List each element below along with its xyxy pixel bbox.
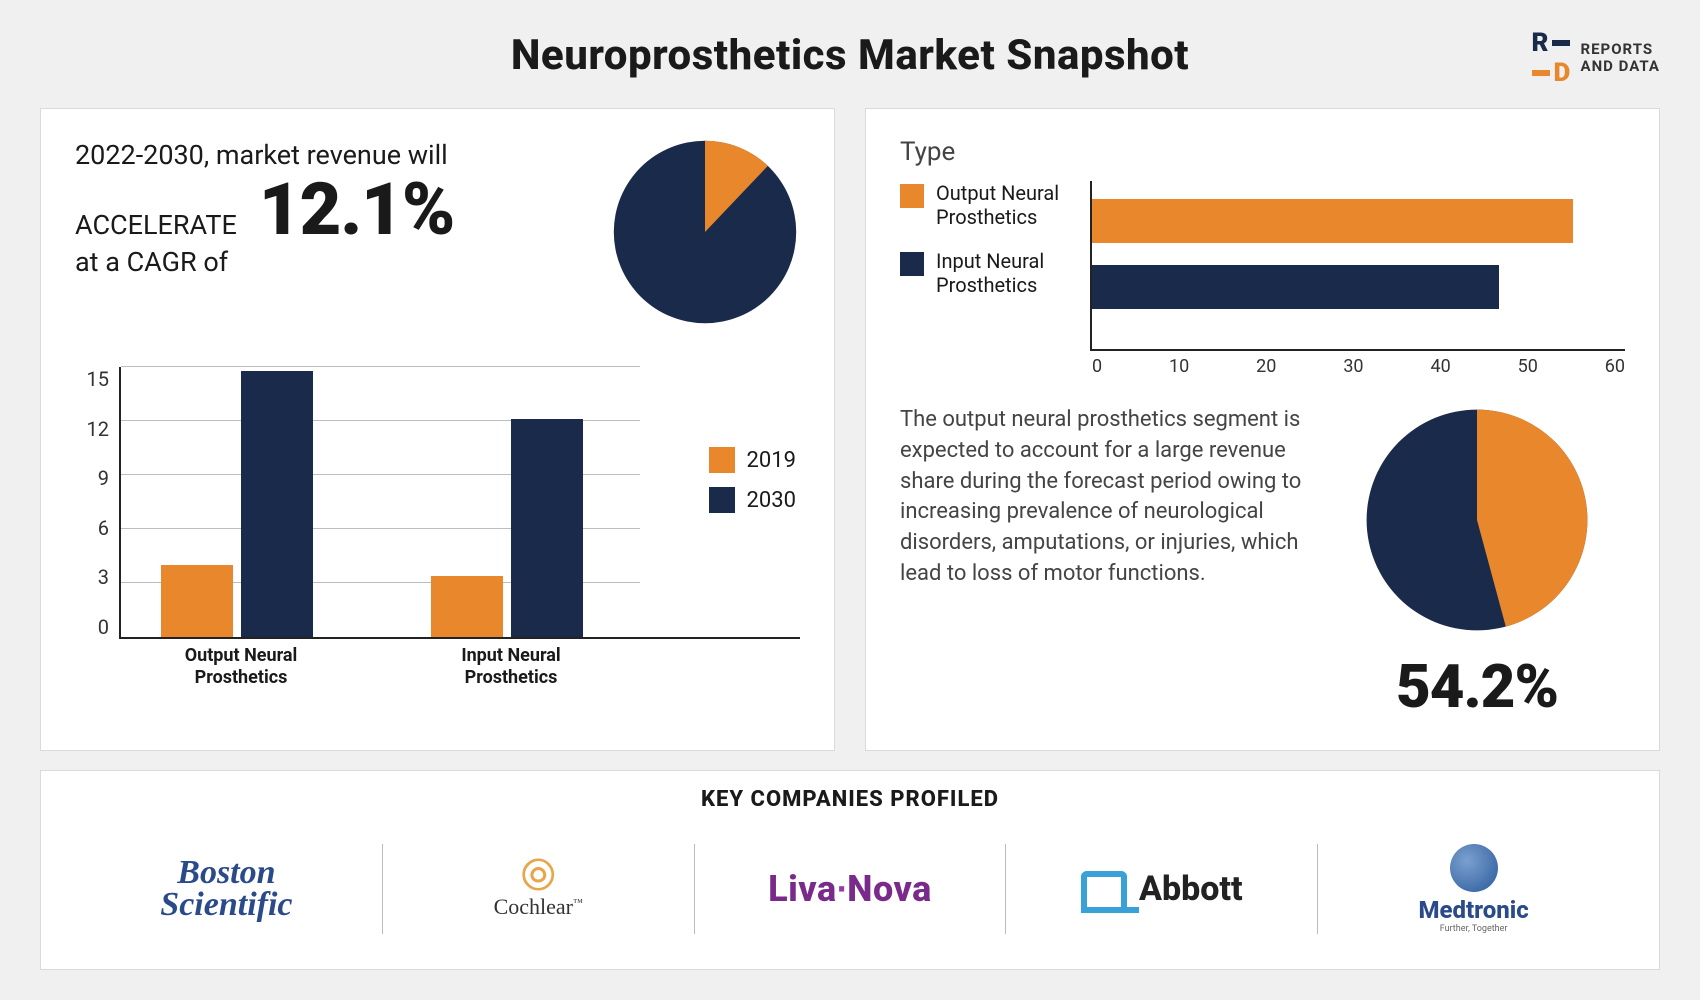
company-logos: BostonScientific ⦾Cochlear™ Liva∙Nova Ab… xyxy=(71,834,1629,944)
logo-livanova: Liva∙Nova xyxy=(695,834,1006,944)
horizontal-bar-chart: 0102030405060 xyxy=(1090,181,1625,351)
footer-panel: KEY COMPANIES PROFILED BostonScientific … xyxy=(40,770,1660,970)
type-legend-0: Output Neural Prosthetics xyxy=(936,181,1060,229)
cagr-pie-chart xyxy=(610,137,800,327)
share-percent: 54.2% xyxy=(1396,651,1558,722)
cagr-value: 12.1% xyxy=(259,167,454,252)
footer-heading: KEY COMPANIES PROFILED xyxy=(71,787,1629,812)
header: Neuroprosthetics Market Snapshot R D REP… xyxy=(40,20,1660,90)
brand-logo: R D REPORTS AND DATA xyxy=(1532,30,1660,86)
left-panel: 2022-2030, market revenue will ACCELERAT… xyxy=(40,108,835,751)
grouped-bar-chart: 03691215 Output Neural Prosthetics Input… xyxy=(75,367,800,677)
logo-abbott: Abbott xyxy=(1006,834,1317,944)
bar-cat-1: Input Neural Prosthetics xyxy=(421,645,601,688)
panels-row: 2022-2030, market revenue will ACCELERAT… xyxy=(40,108,1660,748)
brand-line2: AND DATA xyxy=(1580,58,1660,75)
page-title: Neuroprosthetics Market Snapshot xyxy=(511,31,1189,80)
logo-medtronic: MedtronicFurther, Together xyxy=(1318,834,1629,944)
logo-cochlear: ⦾Cochlear™ xyxy=(383,834,694,944)
type-legend: Output Neural Prosthetics Input Neural P… xyxy=(900,181,1060,351)
logo-boston-scientific: BostonScientific xyxy=(71,834,382,944)
type-legend-1: Input Neural Prosthetics xyxy=(936,249,1060,297)
bar-cat-0: Output Neural Prosthetics xyxy=(151,645,331,688)
type-heading: Type xyxy=(900,137,1625,167)
cagr-at: at a CAGR of xyxy=(75,244,237,280)
segment-paragraph: The output neural prosthetics segment is… xyxy=(900,405,1330,590)
right-panel: Type Output Neural Prosthetics Input Neu… xyxy=(865,108,1660,751)
cagr-accelerate: ACCELERATE xyxy=(75,209,237,241)
share-pie-chart xyxy=(1362,405,1592,635)
brand-line1: REPORTS xyxy=(1580,41,1660,58)
